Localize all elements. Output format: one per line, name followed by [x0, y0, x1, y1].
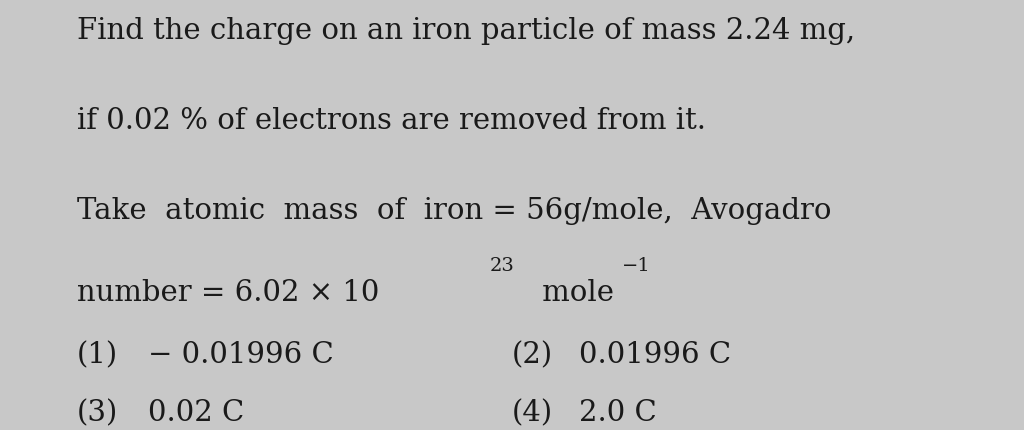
Text: if 0.02 % of electrons are removed from it.: if 0.02 % of electrons are removed from …	[77, 107, 706, 135]
Text: mole: mole	[532, 279, 613, 307]
Text: Find the charge on an iron particle of mass 2.24 mg,: Find the charge on an iron particle of m…	[77, 17, 855, 45]
Text: (1): (1)	[77, 341, 118, 369]
Text: − 0.01996 C: − 0.01996 C	[148, 341, 334, 369]
Text: 2.0 C: 2.0 C	[579, 399, 656, 427]
Text: (4): (4)	[512, 399, 553, 427]
Text: (3): (3)	[77, 399, 118, 427]
Text: number = 6.02 × 10: number = 6.02 × 10	[77, 279, 379, 307]
Text: 0.02 C: 0.02 C	[148, 399, 245, 427]
Text: (2): (2)	[512, 341, 553, 369]
Text: 23: 23	[489, 257, 515, 275]
Text: Take  atomic  mass  of  iron = 56g/mole,  Avogadro: Take atomic mass of iron = 56g/mole, Avo…	[77, 197, 831, 225]
Text: 0.01996 C: 0.01996 C	[579, 341, 731, 369]
Text: −1: −1	[622, 257, 650, 275]
